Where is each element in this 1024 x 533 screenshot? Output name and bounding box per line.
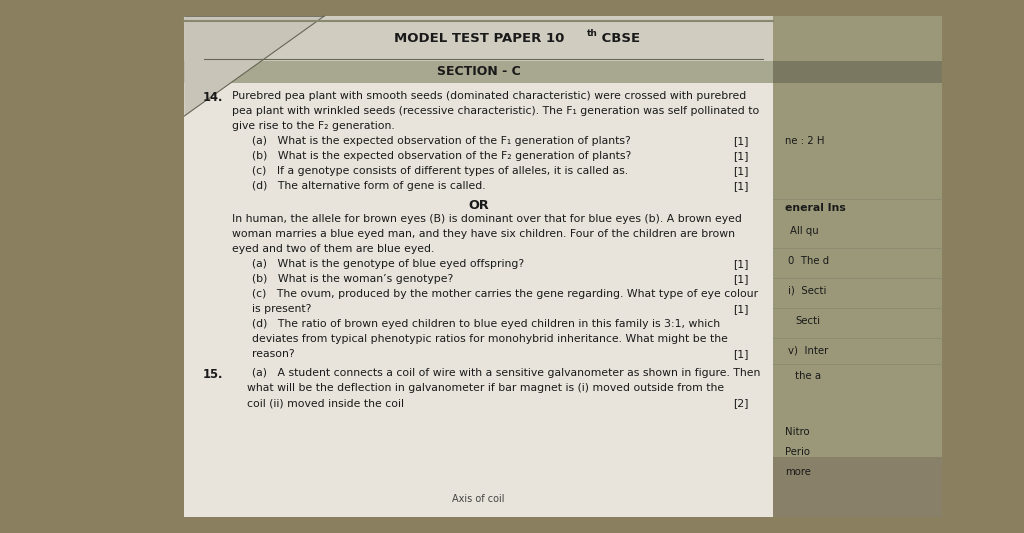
Text: [1]: [1] xyxy=(733,136,749,146)
Bar xyxy=(773,457,942,517)
Text: All qu: All qu xyxy=(791,226,819,236)
Text: [1]: [1] xyxy=(733,151,749,161)
Text: th: th xyxy=(587,29,598,38)
Text: [1]: [1] xyxy=(733,181,749,191)
Text: eneral Ins: eneral Ins xyxy=(785,204,846,214)
Text: coil (ii) moved inside the coil: coil (ii) moved inside the coil xyxy=(248,399,404,408)
Text: (b)   What is the woman’s genotype?: (b) What is the woman’s genotype? xyxy=(252,274,454,284)
Text: [1]: [1] xyxy=(733,349,749,359)
Text: (a)   What is the expected observation of the F₁ generation of plants?: (a) What is the expected observation of … xyxy=(252,136,631,146)
Text: MODEL TEST PAPER 10: MODEL TEST PAPER 10 xyxy=(393,33,564,45)
Text: Axis of coil: Axis of coil xyxy=(453,494,505,504)
Text: what will be the deflection in galvanometer if bar magnet is (i) moved outside f: what will be the deflection in galvanome… xyxy=(248,383,724,393)
Text: deviates from typical phenotypic ratios for monohybrid inheritance. What might b: deviates from typical phenotypic ratios … xyxy=(252,334,728,344)
Text: [1]: [1] xyxy=(733,259,749,269)
Text: (c)   If a genotype consists of different types of alleles, it is called as.: (c) If a genotype consists of different … xyxy=(252,166,629,176)
Bar xyxy=(184,16,773,61)
Text: reason?: reason? xyxy=(252,349,295,359)
Polygon shape xyxy=(184,16,325,116)
Text: 14.: 14. xyxy=(203,91,222,104)
Bar xyxy=(184,16,942,517)
Bar xyxy=(184,61,773,83)
Text: (b)   What is the expected observation of the F₂ generation of plants?: (b) What is the expected observation of … xyxy=(252,151,632,161)
Text: Nitro: Nitro xyxy=(785,427,810,437)
Text: woman marries a blue eyed man, and they have six children. Four of the children : woman marries a blue eyed man, and they … xyxy=(232,229,735,239)
Text: Secti: Secti xyxy=(795,316,820,326)
Text: [1]: [1] xyxy=(733,304,749,314)
Text: Perio: Perio xyxy=(785,447,810,457)
Text: give rise to the F₂ generation.: give rise to the F₂ generation. xyxy=(232,121,395,131)
Bar xyxy=(0,0,184,533)
Text: (d)   The alternative form of gene is called.: (d) The alternative form of gene is call… xyxy=(252,181,486,191)
Bar xyxy=(773,61,942,83)
Text: more: more xyxy=(785,467,811,477)
Text: 15.: 15. xyxy=(203,368,222,382)
Text: CBSE: CBSE xyxy=(597,33,640,45)
Text: SECTION - C: SECTION - C xyxy=(437,66,520,78)
Text: the a: the a xyxy=(795,372,821,382)
Bar xyxy=(0,0,1024,16)
Text: 0  The d: 0 The d xyxy=(788,256,829,266)
Bar xyxy=(773,16,942,517)
Text: [1]: [1] xyxy=(733,274,749,284)
Bar xyxy=(0,517,1024,533)
Text: v)  Inter: v) Inter xyxy=(788,346,828,356)
Text: (a)   A student connects a coil of wire with a sensitive galvanometer as shown i: (a) A student connects a coil of wire wi… xyxy=(252,368,761,378)
Text: pea plant with wrinkled seeds (recessive characteristic). The F₁ generation was : pea plant with wrinkled seeds (recessive… xyxy=(232,106,760,116)
Text: (d)   The ratio of brown eyed children to blue eyed children in this family is 3: (d) The ratio of brown eyed children to … xyxy=(252,319,721,329)
Text: is present?: is present? xyxy=(252,304,311,314)
Text: ne : 2 H: ne : 2 H xyxy=(785,136,824,146)
Text: (c)   The ovum, produced by the mother carries the gene regarding. What type of : (c) The ovum, produced by the mother car… xyxy=(252,289,759,299)
Text: Purebred pea plant with smooth seeds (dominated characteristic) were crossed wit: Purebred pea plant with smooth seeds (do… xyxy=(232,91,746,101)
Bar xyxy=(942,0,1024,533)
Text: [2]: [2] xyxy=(733,399,749,408)
Text: In human, the allele for brown eyes (B) is dominant over that for blue eyes (b).: In human, the allele for brown eyes (B) … xyxy=(232,214,742,224)
Text: i)  Secti: i) Secti xyxy=(788,286,826,296)
Text: (a)   What is the genotype of blue eyed offspring?: (a) What is the genotype of blue eyed of… xyxy=(252,259,524,269)
Text: OR: OR xyxy=(468,199,489,212)
Text: [1]: [1] xyxy=(733,166,749,176)
Text: eyed and two of them are blue eyed.: eyed and two of them are blue eyed. xyxy=(232,244,435,254)
